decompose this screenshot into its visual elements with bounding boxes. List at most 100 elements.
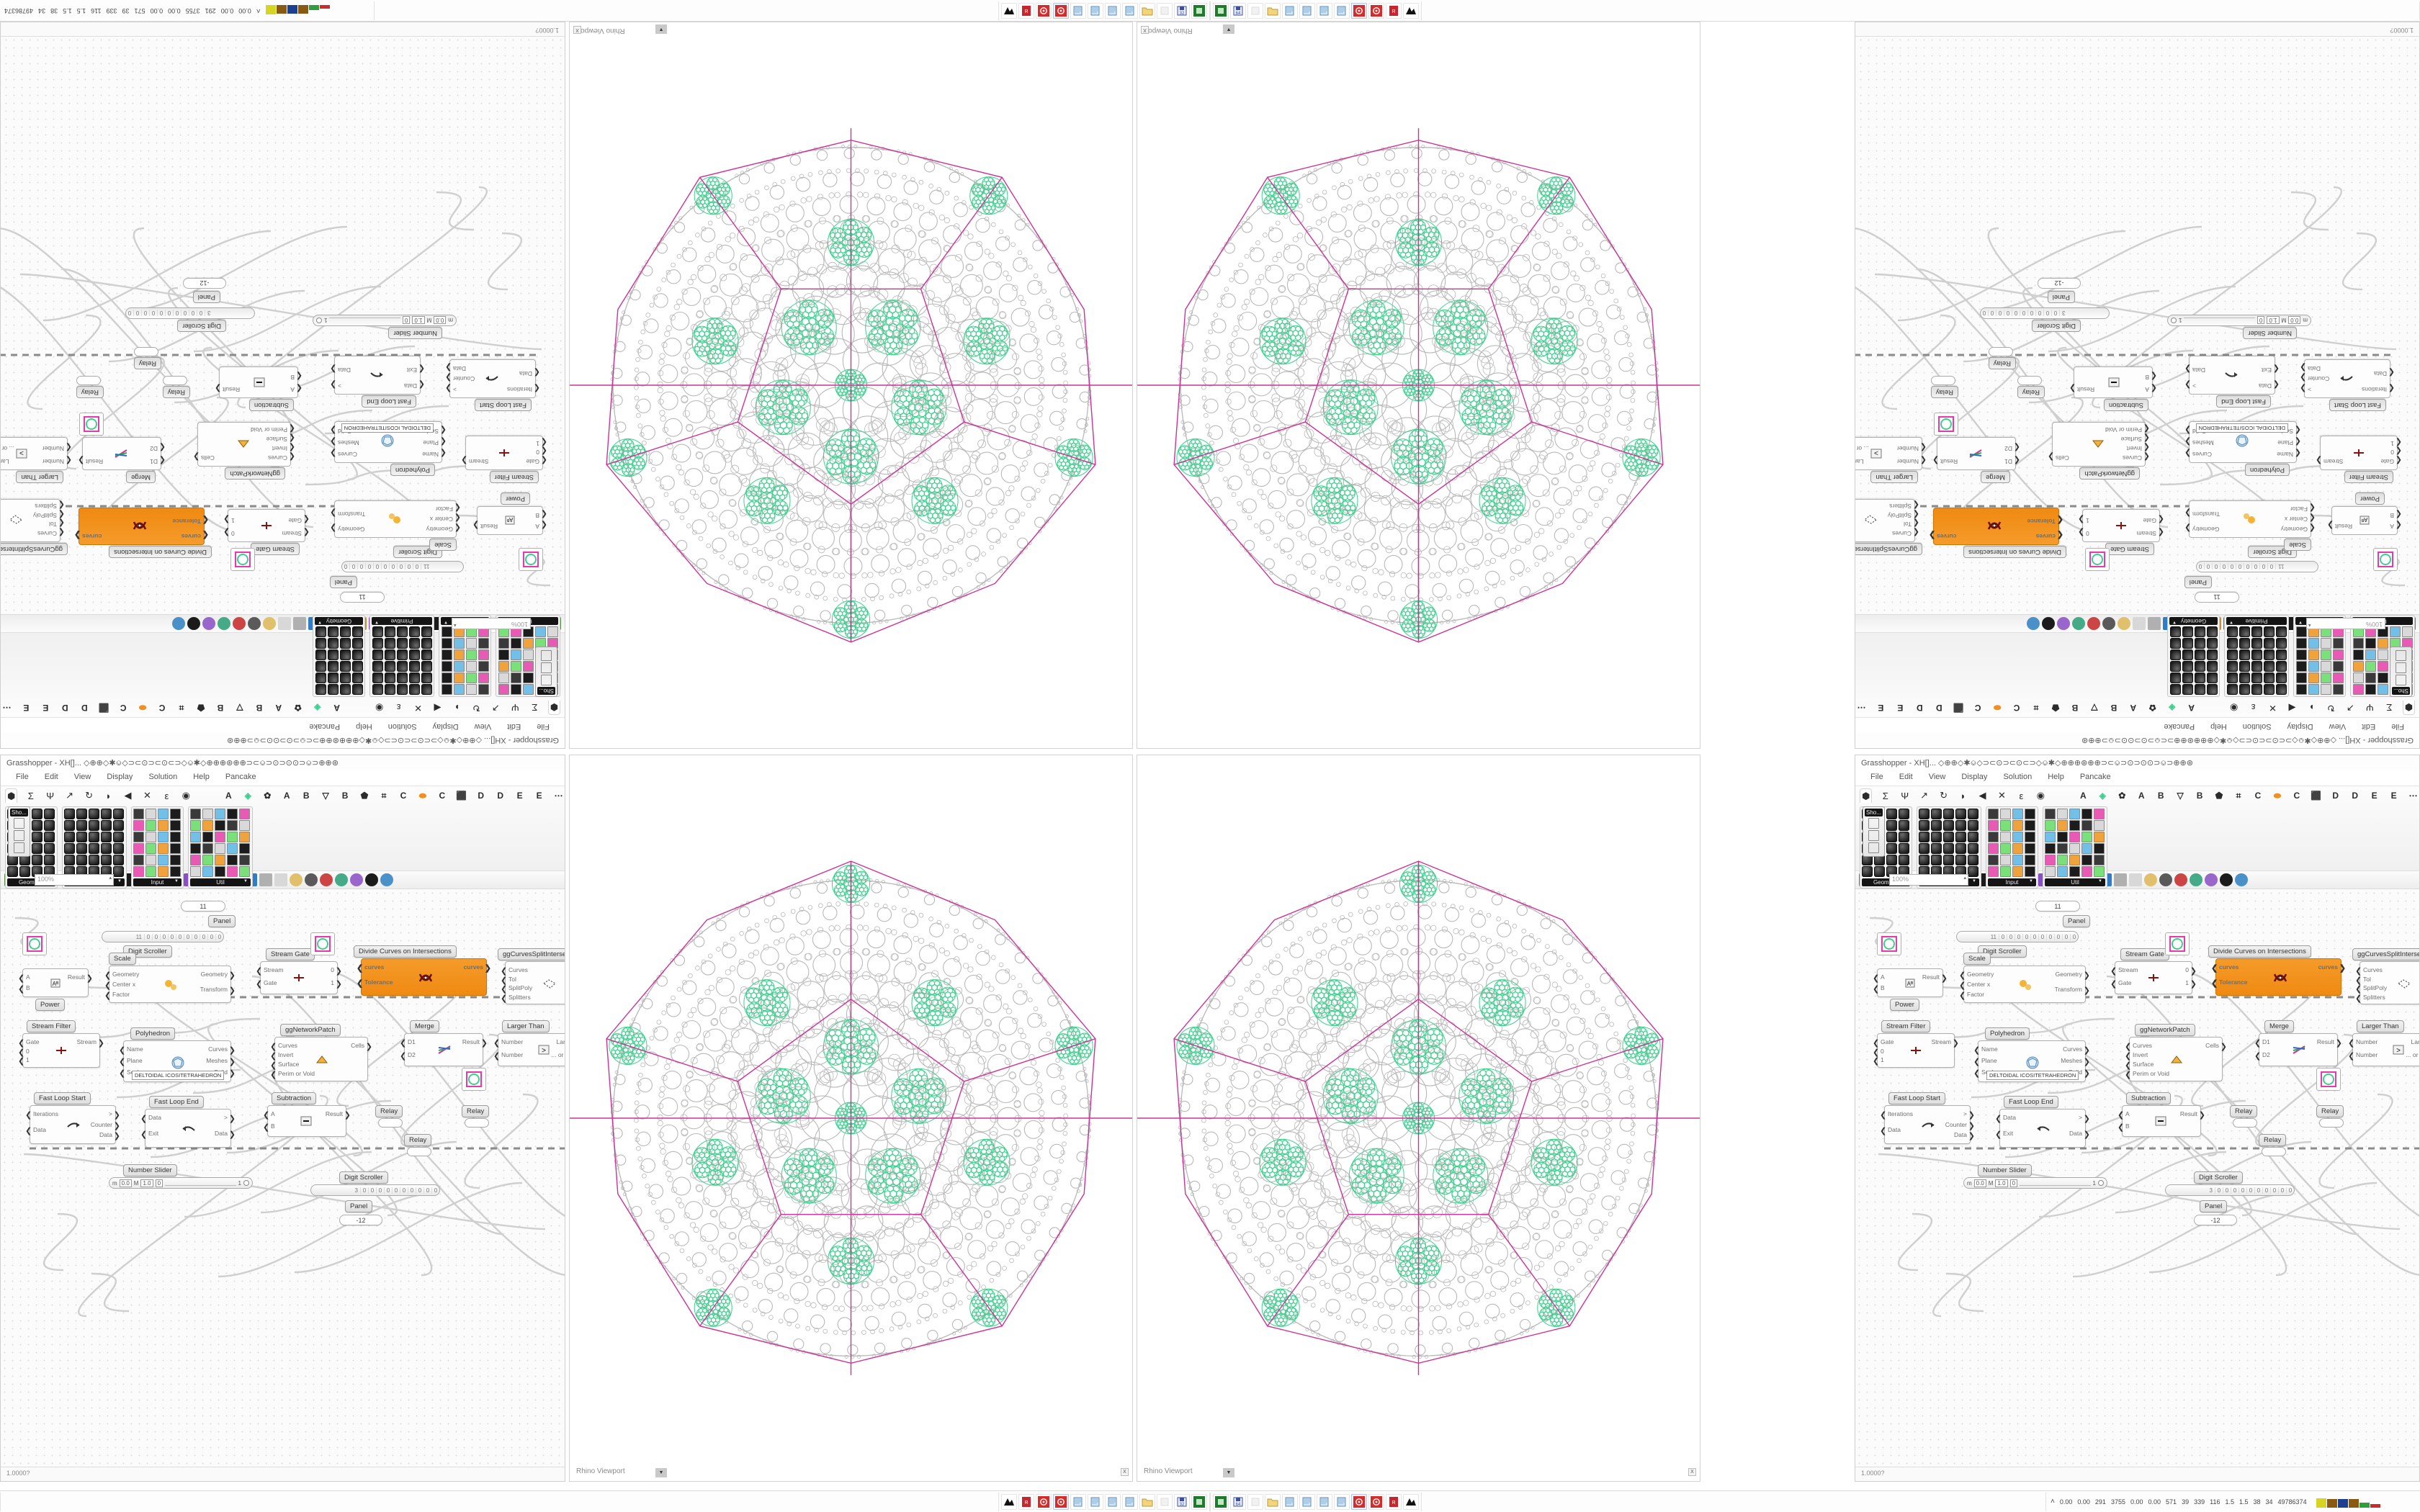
gh-node[interactable]: Number❮Number❮Larger than❯... or Equal t… — [1, 437, 72, 470]
gh-node[interactable]: Stream ❮ Gate ❮ 0 ❯ 1 ❯ — [2078, 509, 2164, 542]
ribbon-component-icon[interactable] — [352, 649, 363, 660]
taskbar-button[interactable] — [1001, 2, 1017, 19]
ribbon-letter-tab[interactable]: ✿ — [2148, 703, 2156, 713]
circle-preview-node[interactable] — [2165, 932, 2190, 955]
panel-node[interactable]: 11 — [2035, 901, 2080, 912]
gh-node[interactable]: Geometry ❮ Center x ❮ Factor ❮ Geometry ❯ Transf… — [2184, 500, 2316, 538]
ribbon-component-icon[interactable] — [1919, 820, 1930, 831]
ribbon-component-icon[interactable] — [2321, 661, 2331, 672]
digit-cell[interactable]: 0 — [376, 1187, 384, 1194]
ribbon-component-icon[interactable] — [315, 626, 326, 637]
ribbon-component-icon[interactable] — [1899, 855, 1909, 865]
ribbon-flyout-icon[interactable] — [1868, 818, 1879, 829]
ribbon-component-icon[interactable] — [2081, 855, 2092, 865]
ribbon-component-icon[interactable] — [190, 832, 201, 842]
ribbon-component-icon[interactable] — [2333, 661, 2344, 672]
ribbon-component-icon[interactable] — [2012, 843, 2023, 854]
digit-cell[interactable]: 0 — [2030, 933, 2038, 940]
ribbon-component-icon[interactable] — [498, 638, 509, 649]
ribbon-component-icon[interactable] — [239, 809, 250, 819]
ribbon-component-icon[interactable] — [2276, 638, 2287, 649]
ribbon-letter-tab[interactable]: E — [2390, 791, 2397, 801]
ribbon-tab-mesh-icon[interactable]: ◀ — [124, 790, 132, 801]
ribbon-component-icon[interactable] — [2333, 649, 2344, 660]
ribbon-letter-tab[interactable]: E — [1897, 703, 1904, 713]
ribbon-component-icon[interactable] — [227, 866, 238, 877]
gh-node[interactable]: Data ❮ Exit ❮ > ❯ Data ❯ — [140, 1109, 236, 1148]
taskbar-button[interactable] — [1191, 1493, 1207, 1510]
taskbar-button[interactable] — [1317, 1493, 1332, 1510]
ribbon-component-icon[interactable] — [2182, 661, 2193, 672]
ribbon-component-icon[interactable] — [2069, 820, 2080, 831]
menu-item-view[interactable]: View — [474, 722, 492, 731]
ribbon-component-icon[interactable] — [89, 820, 99, 831]
ribbon-tab-tree-icon[interactable]: Ψ — [2365, 702, 2374, 714]
ribbon-component-icon[interactable] — [2227, 684, 2238, 695]
digit-cell[interactable]: 0 — [2038, 933, 2046, 940]
taskbar-button[interactable] — [1036, 1493, 1052, 1510]
ribbon-component-icon[interactable] — [2057, 855, 2068, 865]
ribbon-component-icon[interactable] — [340, 626, 351, 637]
ribbon-component-icon[interactable] — [2182, 649, 2193, 660]
gh-node[interactable]: Iterations ❮ Data ❮ > ❯ Counter ❯ Data ❯ — [1880, 1105, 1975, 1144]
ribbon-tab-arrow-icon[interactable]: ↗ — [66, 790, 74, 801]
relay-node[interactable] — [2017, 376, 2042, 385]
ribbon-component-icon[interactable] — [1955, 809, 1966, 819]
ribbon-component-icon[interactable] — [478, 684, 489, 695]
ribbon-tab-tree-icon[interactable]: Ψ — [511, 702, 519, 714]
taskbar-button[interactable] — [1139, 1493, 1155, 1510]
ribbon-component-icon[interactable] — [2081, 866, 2092, 877]
polyhedron-name-field[interactable]: DELTOIDAL ICOSITETRAHEDRON — [2195, 423, 2288, 433]
ribbon-flyout-icon[interactable] — [541, 650, 552, 661]
relay-node[interactable] — [407, 1147, 431, 1156]
ribbon-component-icon[interactable] — [1874, 866, 1885, 877]
ribbon-component-icon[interactable] — [2353, 684, 2364, 695]
menu-item-solution[interactable]: Solution — [2003, 773, 2033, 781]
ribbon-component-icon[interactable] — [2308, 661, 2319, 672]
digit-cell[interactable]: 0 — [2260, 563, 2268, 570]
ribbon-letter-tab[interactable]: ▽ — [322, 791, 329, 801]
ribbon-component-icon[interactable] — [2251, 626, 2262, 637]
digit-cell[interactable]: 0 — [431, 1187, 439, 1194]
ribbon-component-icon[interactable] — [2276, 684, 2287, 695]
ribbon-component-icon[interactable] — [466, 672, 477, 683]
ribbon-component-icon[interactable] — [2182, 684, 2193, 695]
ribbon-component-icon[interactable] — [2378, 661, 2388, 672]
gh-node[interactable]: Name❮Plane❮Scale❮Curves❯Meshes❯Solid❯ — [330, 421, 447, 463]
ribbon-component-icon[interactable] — [2296, 684, 2307, 695]
ribbon-component-icon[interactable] — [1988, 866, 1999, 877]
taskbar-button[interactable] — [1368, 1493, 1384, 1510]
ribbon-letter-tab[interactable]: A — [2138, 791, 2145, 801]
ribbon-component-icon[interactable] — [1968, 832, 1978, 842]
ribbon-component-icon[interactable] — [2207, 626, 2218, 637]
ribbon-component-icon[interactable] — [498, 684, 509, 695]
ribbon-component-icon[interactable] — [2378, 684, 2388, 695]
circle-preview-node[interactable] — [1934, 413, 1958, 436]
ribbon-component-icon[interactable] — [76, 809, 87, 819]
gh-node[interactable]: D1 ❮ D2 ❮ Result ❯ — [2254, 1033, 2342, 1066]
taskbar-button[interactable]: 64 — [1230, 1493, 1246, 1510]
gh-node[interactable]: Curves ❮ Invert ❮ Surface ❮ Perim or Void ❮ Cell… — [2048, 422, 2150, 467]
ribbon-component-icon[interactable] — [145, 843, 156, 854]
ribbon-component-icon[interactable] — [1899, 820, 1909, 831]
taskbar-button[interactable] — [1247, 2, 1263, 19]
number-slider[interactable]: m 0.0 M 1.0 0 1 — [1963, 1177, 2107, 1189]
ribbon-component-icon[interactable] — [113, 832, 124, 842]
ribbon-letter-tab[interactable]: E — [536, 791, 542, 801]
ribbon-tab-arrow-icon[interactable]: ↗ — [2346, 703, 2354, 714]
ribbon-letter-tab[interactable]: ⌗ — [2033, 703, 2039, 714]
ribbon-component-icon[interactable] — [101, 855, 112, 865]
digit-cell[interactable]: 0 — [2070, 933, 2078, 940]
digit-scroller-node[interactable]: 11 0 0 0 0 0 0 0 0 0 0 — [1956, 931, 2079, 942]
ribbon-component-icon[interactable] — [315, 684, 326, 695]
ribbon-component-icon[interactable] — [328, 626, 339, 637]
ribbon-component-icon[interactable] — [2239, 684, 2250, 695]
ribbon-component-icon[interactable] — [315, 672, 326, 683]
relay-node[interactable] — [2319, 1118, 2344, 1128]
ribbon-component-icon[interactable] — [2045, 809, 2056, 819]
ribbon-component-icon[interactable] — [1886, 832, 1897, 842]
ribbon-component-icon[interactable] — [1968, 855, 1978, 865]
taskbar-button[interactable] — [1213, 2, 1229, 19]
ribbon-component-icon[interactable] — [64, 855, 75, 865]
digit-cell[interactable]: 0 — [2270, 1187, 2278, 1194]
